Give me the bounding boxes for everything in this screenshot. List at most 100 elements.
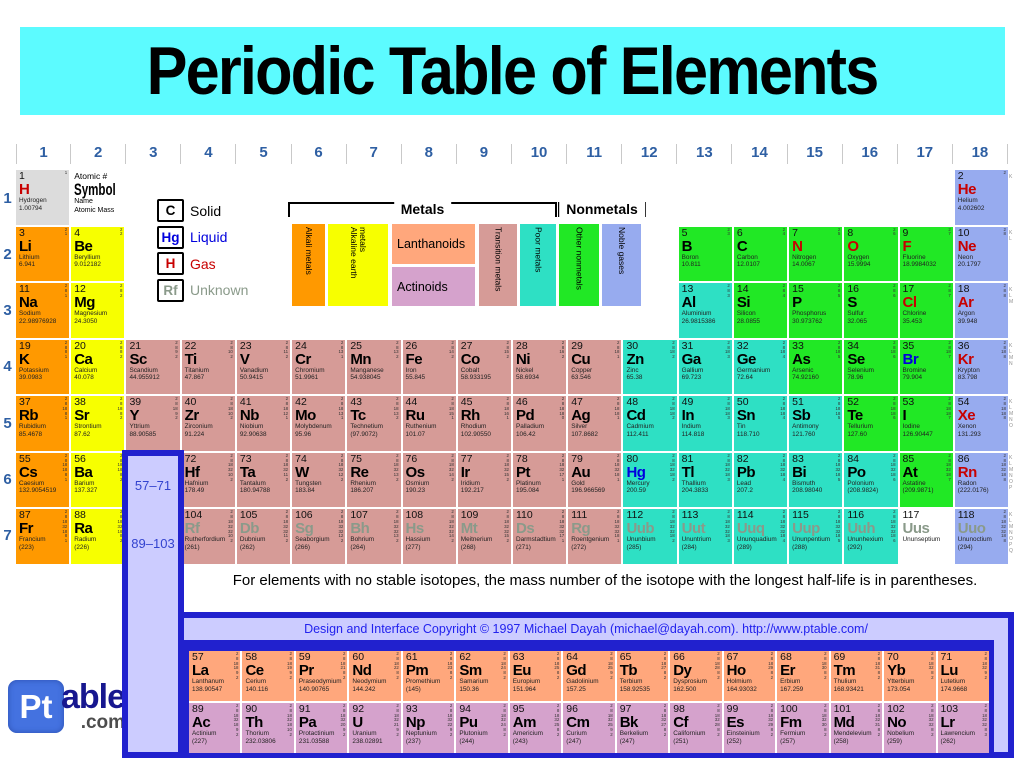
element-na[interactable]: 11 2 8 1 Na Sodium 22.98976928 <box>16 283 70 338</box>
element-tc[interactable]: 43 2 8 18 13 2 Tc Technetium (97.9072) <box>347 396 401 451</box>
element-cf[interactable]: 98 2 8 18 32 28 8 2 Cf Californium (251) <box>670 703 722 753</box>
element-h[interactable]: 1 1 H Hydrogen 1.00794 <box>16 170 70 225</box>
element-i[interactable]: 53 2 8 18 18 7 I Iodine 126.90447 <box>899 396 953 451</box>
element-tl[interactable]: 81 2 8 18 32 18 3 Tl Thallium 204.3833 <box>678 452 732 508</box>
element-in[interactable]: 49 2 8 18 18 3 In Indium 114.818 <box>678 396 732 451</box>
element-hf[interactable]: 72 2 8 18 32 10 2 Hf Hafnium 178.49 <box>181 452 235 508</box>
element-li[interactable]: 3 2 1 Li Lithium 6.941 <box>16 226 70 282</box>
element-ru[interactable]: 44 2 8 18 15 1 Ru Ruthenium 101.07 <box>402 396 456 451</box>
element-s[interactable]: 16 2 8 6 S Sulfur 32.065 <box>844 283 898 338</box>
element-pa[interactable]: 91 2 8 18 32 20 9 2 Pa Protactinium 231.03588 <box>295 703 348 753</box>
element-dy[interactable]: 66 2 8 18 28 8 2 Dy Dysprosium 162.500 <box>670 651 722 701</box>
element-ni[interactable]: 28 2 8 16 2 Ni Nickel 58.6934 <box>512 339 567 395</box>
element-sb[interactable]: 51 2 8 18 18 5 Sb Antimony 121.760 <box>789 396 843 451</box>
element-ac[interactable]: 89 2 8 18 32 18 9 2 Ac Actinium (227) <box>189 703 241 753</box>
element-y[interactable]: 39 2 8 18 9 2 Y Yttrium 88.90585 <box>126 396 180 451</box>
element-er[interactable]: 68 2 8 18 30 8 2 Er Erbium 167.259 <box>777 651 829 701</box>
element-cu[interactable]: 29 2 8 18 1 Cu Copper 63.546 <box>568 339 622 395</box>
element-ir[interactable]: 77 2 8 18 32 15 2 Ir Iridium 192.217 <box>457 452 511 508</box>
element-v[interactable]: 23 2 8 11 2 V Vanadium 50.9415 <box>236 339 291 395</box>
element-cr[interactable]: 24 2 8 13 1 Cr Chromium 51.9961 <box>292 339 346 395</box>
element-rh[interactable]: 45 2 8 18 16 1 Rh Rhodium 102.90550 <box>457 396 511 451</box>
element-xe[interactable]: 54 2 8 18 18 8 Xe Xenon 131.293 <box>954 396 1008 451</box>
element-kr[interactable]: 36 2 8 18 8 Kr Krypton 83.798 <box>954 339 1008 395</box>
element-mt[interactable]: 109 2 8 18 32 32 15 2 Mt Meitnerium (268) <box>457 509 511 564</box>
element-es[interactable]: 99 2 8 18 32 29 8 2 Es Einsteinium (252) <box>723 703 776 753</box>
element-re[interactable]: 75 2 8 18 32 13 2 Re Rhenium 186.207 <box>347 452 401 508</box>
element-ne[interactable]: 10 2 8 Ne Neon 20.1797 <box>954 226 1008 282</box>
element-rf[interactable]: 104 2 8 18 32 32 10 2 Rf Rutherfordium (261) <box>181 509 235 564</box>
element-nd[interactable]: 60 2 8 18 22 8 2 Nd Neodymium 144.242 <box>349 651 401 701</box>
element-eu[interactable]: 63 2 8 18 25 8 2 Eu Europium 151.964 <box>509 651 562 701</box>
element-cm[interactable]: 96 2 8 18 32 25 9 2 Cm Curium (247) <box>563 703 615 753</box>
element-la[interactable]: 57 2 8 18 18 9 2 La Lanthanum 138.90547 <box>189 651 241 701</box>
element-se[interactable]: 34 2 8 18 6 Se Selenium 78.96 <box>844 339 898 395</box>
element-be[interactable]: 4 2 2 Be Beryllium 9.012182 <box>71 226 125 282</box>
element-yb[interactable]: 70 2 8 18 32 8 2 Yb Ytterbium 173.054 <box>884 651 936 701</box>
element-sm[interactable]: 62 2 8 18 24 8 2 Sm Samarium 150.36 <box>456 651 508 701</box>
element-rg[interactable]: 111 2 8 18 32 32 18 1 Rg Roentgenium (272) <box>568 509 622 564</box>
element-uus[interactable]: 117 Uus Ununseptium <box>899 509 953 564</box>
element-os[interactable]: 76 2 8 18 32 14 2 Os Osmium 190.23 <box>402 452 456 508</box>
element-md[interactable]: 101 2 8 18 32 31 8 2 Md Mendelevium (258) <box>830 703 883 753</box>
element-sr[interactable]: 38 2 8 18 8 2 Sr Strontium 87.62 <box>71 396 125 451</box>
element-zn[interactable]: 30 2 8 18 2 Zn Zinc 65.38 <box>623 339 677 395</box>
element-pr[interactable]: 59 2 8 18 21 8 2 Pr Praseodymium 140.90765 <box>295 651 348 701</box>
element-fm[interactable]: 100 2 8 18 32 30 8 2 Fm Fermium (257) <box>777 703 829 753</box>
element-gd[interactable]: 64 2 8 18 25 9 2 Gd Gadolinium 157.25 <box>563 651 615 701</box>
element-o[interactable]: 8 2 6 O Oxygen 15.9994 <box>844 226 898 282</box>
element-nb[interactable]: 41 2 8 18 12 1 Nb Niobium 92.90638 <box>236 396 291 451</box>
ptable-logo-icon[interactable]: Pt <box>8 680 64 733</box>
element-ds[interactable]: 110 2 8 18 32 32 17 1 Ds Darmstadtium (271) <box>512 509 567 564</box>
element-bh[interactable]: 107 2 8 18 32 32 13 2 Bh Bohrium (264) <box>347 509 401 564</box>
element-ta[interactable]: 73 2 8 18 32 11 2 Ta Tantalum 180.94788 <box>236 452 291 508</box>
element-cl[interactable]: 17 2 8 7 Cl Chlorine 35.453 <box>899 283 953 338</box>
element-cd[interactable]: 48 2 8 18 18 2 Cd Cadmium 112.411 <box>623 396 677 451</box>
element-uuo[interactable]: 118 2 8 18 32 32 18 8 Uuo Ununoctium (294) <box>954 509 1008 564</box>
element-ce[interactable]: 58 2 8 18 19 9 2 Ce Cerium 140.116 <box>242 651 294 701</box>
element-te[interactable]: 52 2 8 18 18 6 Te Tellurium 127.60 <box>844 396 898 451</box>
element-ga[interactable]: 31 2 8 18 3 Ga Gallium 69.723 <box>678 339 732 395</box>
element-pt[interactable]: 78 2 8 18 32 17 1 Pt Platinum 195.084 <box>512 452 567 508</box>
element-at[interactable]: 85 2 8 18 32 18 7 At Astatine (209.9871) <box>899 452 953 508</box>
ptable-logo[interactable]: Pt able .com <box>8 680 138 752</box>
element-mg[interactable]: 12 2 8 2 Mg Magnesium 24.3050 <box>71 283 125 338</box>
element-th[interactable]: 90 2 8 18 32 18 10 2 Th Thorium 232.03806 <box>242 703 294 753</box>
element-hg[interactable]: 80 2 8 18 32 18 2 Hg Mercury 200.59 <box>623 452 677 508</box>
placeholder-89-103[interactable]: 89–103 <box>131 536 175 551</box>
element-u[interactable]: 92 2 8 18 32 21 9 2 U Uranium 238.02891 <box>349 703 401 753</box>
element-sc[interactable]: 21 2 8 9 2 Sc Scandium 44.955912 <box>126 339 180 395</box>
element-ar[interactable]: 18 2 8 8 Ar Argon 39.948 <box>954 283 1008 338</box>
element-fr[interactable]: 87 2 8 18 32 18 8 1 Fr Francium (223) <box>16 509 70 564</box>
element-np[interactable]: 93 2 8 18 32 22 9 2 Np Neptunium (237) <box>402 703 455 753</box>
element-n[interactable]: 7 2 5 N Nitrogen 14.0067 <box>789 226 843 282</box>
element-si[interactable]: 14 2 8 4 Si Silicon 28.0855 <box>733 283 788 338</box>
element-rb[interactable]: 37 2 8 18 8 1 Rb Rubidium 85.4678 <box>16 396 70 451</box>
element-db[interactable]: 105 2 8 18 32 32 11 2 Db Dubnium (262) <box>236 509 291 564</box>
element-uup[interactable]: 115 2 8 18 32 32 18 5 Uup Ununpentium (288) <box>789 509 843 564</box>
element-lr[interactable]: 103 2 8 18 32 32 8 3 Lr Lawrencium (262) <box>937 703 989 753</box>
element-c[interactable]: 6 2 4 C Carbon 12.0107 <box>733 226 788 282</box>
element-b[interactable]: 5 2 3 B Boron 10.811 <box>678 226 732 282</box>
element-tb[interactable]: 65 2 8 18 27 8 2 Tb Terbium 158.92535 <box>616 651 669 701</box>
element-cs[interactable]: 55 2 8 18 18 8 1 Cs Caesium 132.9054519 <box>16 452 70 508</box>
element-co[interactable]: 27 2 8 15 2 Co Cobalt 58.933195 <box>457 339 511 395</box>
element-ge[interactable]: 32 2 8 18 4 Ge Germanium 72.64 <box>733 339 788 395</box>
element-k[interactable]: 19 2 8 8 1 K Potassium 39.0983 <box>16 339 70 395</box>
element-w[interactable]: 74 2 8 18 32 12 2 W Tungsten 183.84 <box>292 452 346 508</box>
element-mn[interactable]: 25 2 8 13 2 Mn Manganese 54.938045 <box>347 339 401 395</box>
element-bk[interactable]: 97 2 8 18 32 27 8 2 Bk Berkelium (247) <box>616 703 669 753</box>
element-pd[interactable]: 46 2 8 18 18 0 Pd Palladium 106.42 <box>512 396 567 451</box>
element-as[interactable]: 33 2 8 18 5 As Arsenic 74.92160 <box>789 339 843 395</box>
element-zr[interactable]: 40 2 8 18 10 2 Zr Zirconium 91.224 <box>181 396 235 451</box>
element-uub[interactable]: 112 2 8 18 32 32 18 2 Uub Ununbium (285) <box>623 509 677 564</box>
element-au[interactable]: 79 2 8 18 32 18 1 Au Gold 196.966569 <box>568 452 622 508</box>
element-pm[interactable]: 61 2 8 18 23 8 2 Pm Promethium (145) <box>402 651 455 701</box>
element-po[interactable]: 84 2 8 18 32 18 6 Po Polonium (208.9824) <box>844 452 898 508</box>
element-lu[interactable]: 71 2 8 18 32 9 2 Lu Lutetium 174.9668 <box>937 651 989 701</box>
element-pu[interactable]: 94 2 8 18 32 24 8 2 Pu Plutonium (244) <box>456 703 508 753</box>
element-no[interactable]: 102 2 8 18 32 32 8 2 No Nobelium (259) <box>884 703 936 753</box>
element-uuh[interactable]: 116 2 8 18 32 32 18 6 Uuh Ununhexium (292) <box>844 509 898 564</box>
